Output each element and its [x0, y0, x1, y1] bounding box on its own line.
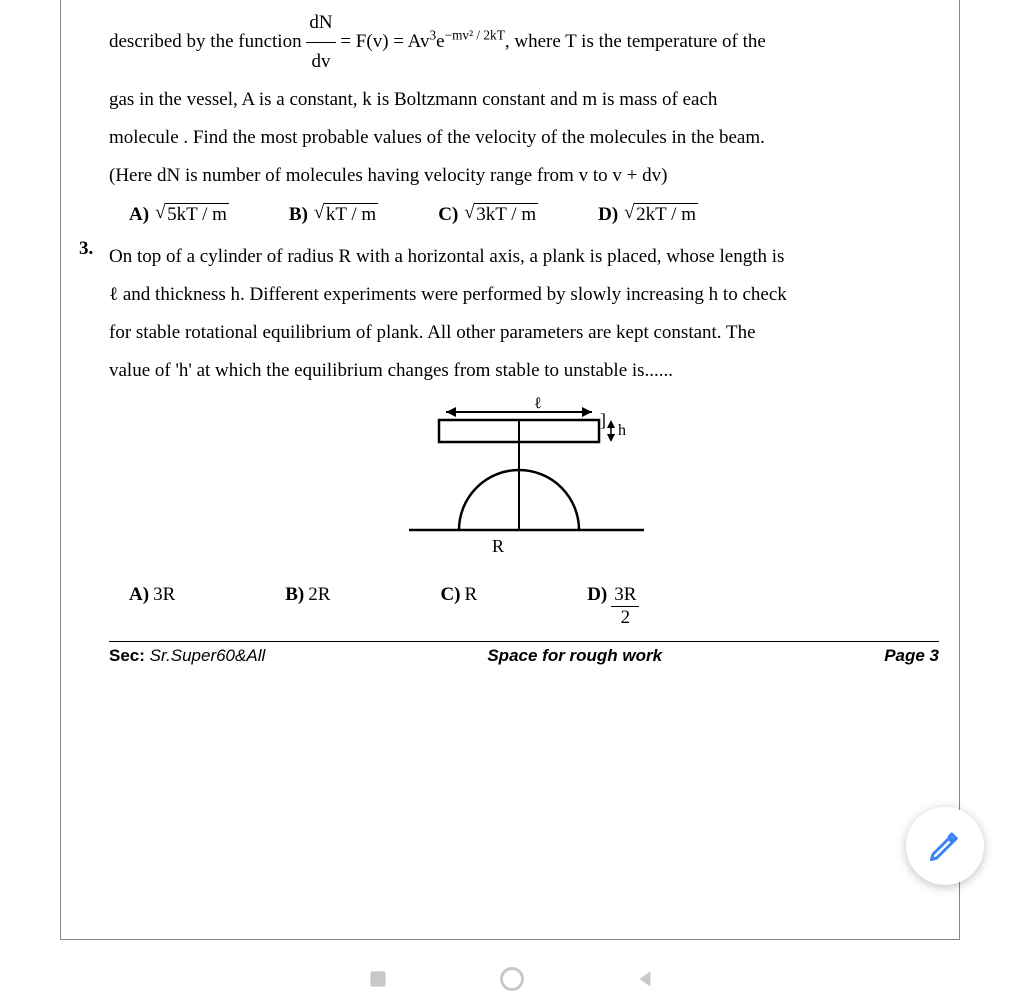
- q3-opt-a-val: 3R: [153, 584, 175, 606]
- q3-line4: value of 'h' at which the equilibrium ch…: [109, 360, 673, 381]
- q3-line1: On top of a cylinder of radius R with a …: [109, 246, 784, 267]
- q2-opt-d-val: 2kT / m: [634, 203, 698, 226]
- circle-icon: [498, 965, 526, 993]
- q3-option-c[interactable]: C) R: [440, 584, 477, 629]
- q3-option-d[interactable]: D) 3R 2: [587, 584, 639, 629]
- q3-option-b[interactable]: B) 2R: [285, 584, 330, 629]
- q3-options: A) 3R B) 2R C) R D) 3R 2: [109, 584, 939, 629]
- q3-number: 3.: [79, 238, 93, 260]
- fig-r-label: R: [492, 536, 504, 556]
- nav-recent-button[interactable]: [361, 962, 395, 996]
- page-box: described by the function dN dv = F(v) =…: [60, 0, 960, 940]
- q2-line1-a: described by the function: [109, 31, 306, 52]
- content-area: described by the function dN dv = F(v) =…: [71, 4, 939, 666]
- footer-mid: Space for rough work: [487, 646, 662, 666]
- q3-opt-c-val: R: [465, 584, 478, 606]
- fig-l-label: ℓ: [534, 395, 542, 412]
- q2-line1-b: , where T is the temperature of the: [505, 31, 766, 52]
- footer-left: Sec: Sr.Super60&All: [109, 646, 265, 666]
- q2-e: e: [436, 31, 444, 52]
- q3-figure: ℓ ] h R: [109, 400, 939, 576]
- q2-opt-b-val: kT / m: [324, 203, 378, 226]
- q3-opt-d-frac: 3R 2: [611, 584, 639, 629]
- pencil-icon: [927, 828, 963, 864]
- nav-back-button[interactable]: [629, 962, 663, 996]
- q2-option-a[interactable]: A) 5kT / m: [129, 203, 229, 226]
- footer-right: Page 3: [884, 646, 939, 666]
- edit-button[interactable]: [906, 807, 984, 885]
- q3-line3: for stable rotational equilibrium of pla…: [109, 322, 756, 343]
- q3-line2: ℓ and thickness h. Different experiments…: [109, 284, 787, 305]
- fig-h-label: h: [618, 422, 626, 439]
- q2-eq-mid: = F(v) = Av: [340, 31, 429, 52]
- q2-options: A) 5kT / m B) kT / m C) 3kT / m D) 2kT /…: [109, 203, 939, 226]
- q3-option-a[interactable]: A) 3R: [129, 584, 175, 629]
- q2-line3: molecule . Find the most probable values…: [109, 127, 765, 148]
- nav-bar: [0, 958, 1024, 1000]
- q3-figure-svg: ℓ ] h R: [384, 400, 664, 570]
- q3-block: 3. On top of a cylinder of radius R with…: [109, 238, 939, 629]
- triangle-back-icon: [633, 966, 659, 992]
- q2-line2: gas in the vessel, A is a constant, k is…: [109, 89, 717, 110]
- q2-line4: (Here dN is number of molecules having v…: [109, 165, 667, 186]
- square-icon: [365, 966, 391, 992]
- page-footer: Sec: Sr.Super60&All Space for rough work…: [109, 641, 939, 666]
- q2-option-d[interactable]: D) 2kT / m: [598, 203, 698, 226]
- q3-opt-b-val: 2R: [308, 584, 330, 606]
- q2-opt-a-val: 5kT / m: [165, 203, 229, 226]
- q2-text: described by the function dN dv = F(v) =…: [109, 4, 939, 195]
- q2-option-b[interactable]: B) kT / m: [289, 203, 378, 226]
- q2-frac: dN dv: [306, 4, 335, 81]
- q2-opt-c-val: 3kT / m: [474, 203, 538, 226]
- q2-option-c[interactable]: C) 3kT / m: [438, 203, 538, 226]
- q3-text: On top of a cylinder of radius R with a …: [109, 238, 939, 390]
- svg-text:]: ]: [600, 410, 606, 430]
- q2-exp: −mv² / 2kT: [445, 28, 505, 43]
- nav-home-button[interactable]: [495, 962, 529, 996]
